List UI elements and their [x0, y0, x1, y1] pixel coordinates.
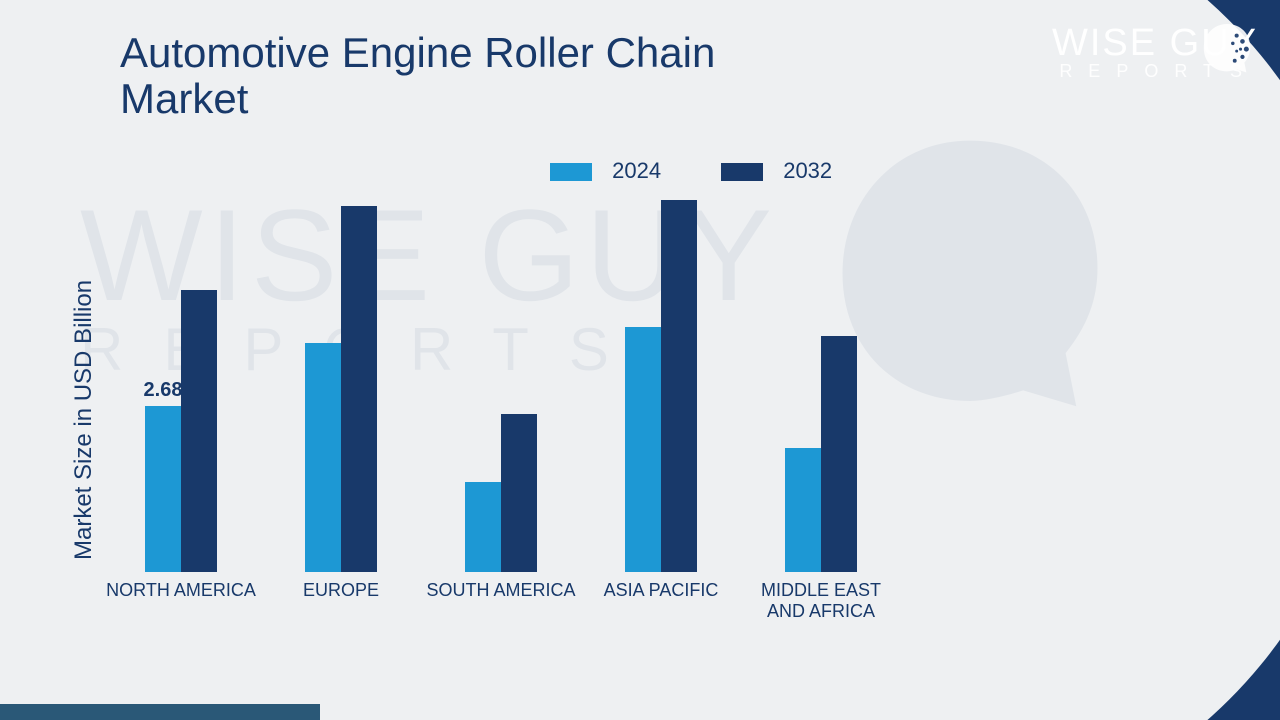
legend-label-2024: 2024: [612, 158, 661, 183]
x-category-label: EUROPE: [266, 580, 416, 601]
chart-title: Automotive Engine Roller Chain Market: [120, 30, 820, 122]
x-category-label: NORTH AMERICA: [106, 580, 256, 601]
chart-stage: WISE GUY REPORTS WISE GUY REPORTS Automo…: [0, 0, 1280, 720]
bar-2024: [625, 327, 661, 572]
bar-2032: [181, 290, 217, 572]
bar-group: [145, 290, 285, 572]
bar-2024: [145, 406, 181, 572]
plot-area: 2.68: [130, 200, 950, 572]
legend-label-2032: 2032: [783, 158, 832, 183]
value-label: 2.68: [135, 379, 191, 402]
x-category-label: ASIA PACIFIC: [586, 580, 736, 601]
legend-swatch-2024: [550, 163, 592, 181]
bar-group: [625, 200, 765, 572]
chart-legend: 2024 2032: [550, 158, 832, 184]
bar-2032: [341, 206, 377, 572]
bar-2032: [821, 336, 857, 572]
bar-2024: [785, 448, 821, 572]
bar-2024: [305, 343, 341, 572]
x-category-label: MIDDLE EAST AND AFRICA: [746, 580, 896, 621]
legend-item-2032: 2032: [721, 158, 832, 184]
legend-swatch-2032: [721, 163, 763, 181]
y-axis-label: Market Size in USD Billion: [70, 280, 98, 560]
brand-head-icon: [1198, 22, 1256, 84]
x-category-label: SOUTH AMERICA: [426, 580, 576, 601]
bar-group: [465, 414, 605, 572]
bar-group: [785, 336, 925, 572]
bar-2032: [501, 414, 537, 572]
legend-item-2024: 2024: [550, 158, 661, 184]
bar-group: [305, 206, 445, 572]
bar-2032: [661, 200, 697, 572]
bar-2024: [465, 482, 501, 572]
footer-accent-bar: [0, 704, 320, 720]
